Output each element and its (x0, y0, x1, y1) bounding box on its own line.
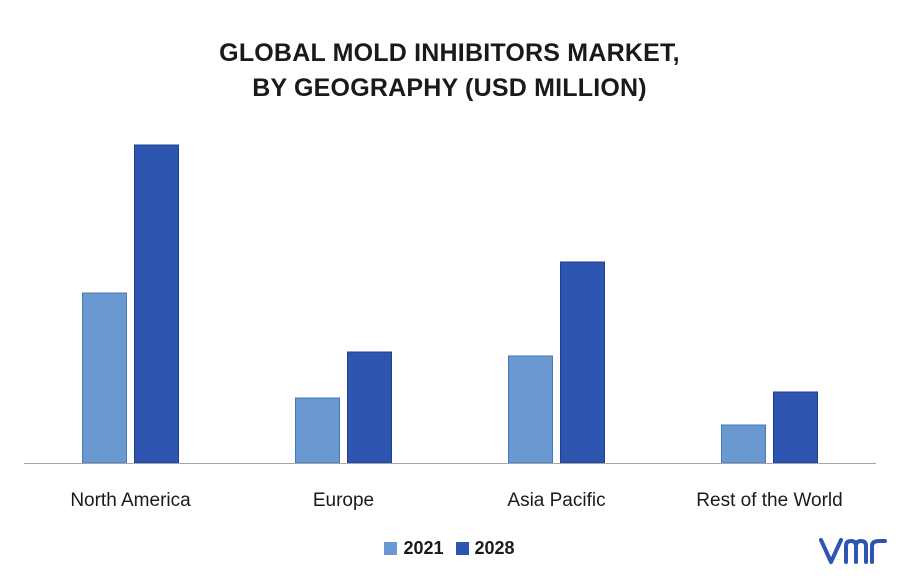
category-label: North America (70, 490, 191, 511)
category-label: Asia Pacific (507, 490, 605, 511)
category-label: Europe (313, 490, 374, 511)
bar-2028-rest-of-the-world (773, 391, 818, 464)
category-labels: North America Europe Asia Pacific Rest of t… (70, 490, 842, 511)
legend-label-2021: 2021 (403, 538, 444, 558)
legend-item-2028: 2028 (455, 538, 515, 559)
category-label: Rest of the World (696, 490, 842, 511)
chart-title-line-2: BY GEOGRAPHY (USD MILLION) (252, 74, 647, 102)
bar-2028-europe (347, 351, 392, 464)
bar-2028-north-america (134, 144, 179, 464)
bar-2028-asia-pacific (560, 261, 605, 464)
vmr-logo (819, 534, 891, 575)
bar-2021-rest-of-the-world (721, 424, 766, 464)
chart-title-line-1: GLOBAL MOLD INHIBITORS MARKET, (219, 39, 680, 67)
bars-group (82, 144, 818, 464)
legend-swatch-2028 (455, 542, 469, 555)
bar-2021-asia-pacific (508, 355, 553, 464)
legend-item-2021: 2021 (384, 538, 444, 559)
legend-label-2028: 2028 (474, 538, 515, 558)
legend: 2021 2028 (0, 538, 899, 559)
bar-2021-europe (295, 397, 340, 464)
legend-swatch-2021 (384, 542, 398, 555)
chart-title: GLOBAL MOLD INHIBITORS MARKET, BY GEOGRA… (0, 36, 899, 106)
bar-2021-north-america (82, 292, 127, 464)
